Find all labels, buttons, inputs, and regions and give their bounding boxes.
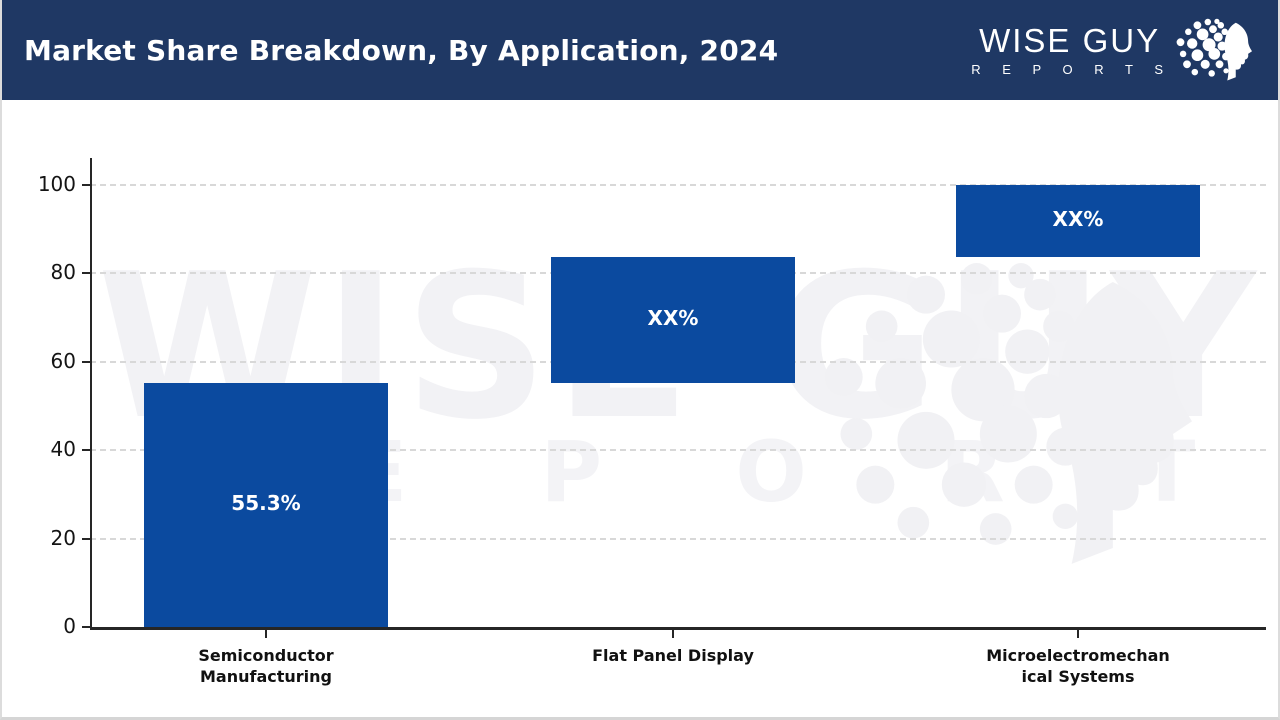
y-tick-label: 20 (50, 525, 76, 550)
y-tick-label: 80 (50, 260, 76, 285)
x-axis-line (90, 627, 1266, 630)
y-tick-mark (82, 449, 90, 452)
x-tick-label: Semiconductor Manufacturing (198, 646, 334, 686)
x-tick-mark (265, 630, 267, 638)
bar-segment (144, 382, 388, 627)
y-axis-line (90, 158, 92, 629)
header-bar: Market Share Breakdown, By Application, … (2, 0, 1278, 100)
x-tick-mark (672, 630, 674, 638)
y-tick-mark (82, 537, 90, 540)
y-tick-mark (82, 272, 90, 275)
logo-head-icon (1176, 18, 1252, 81)
plot-area: WISE GUY R E P O R T S 02040608010055.3%… (2, 100, 1278, 717)
gridline-y-40 (90, 449, 1266, 452)
wiseguy-logo-text: WISE GUY R E P O R T S (967, 24, 1172, 77)
bar-value-label: XX% (647, 306, 699, 331)
gridline-y-20 (90, 537, 1266, 540)
watermark-head-icon (824, 263, 1192, 564)
y-tick-mark (82, 626, 90, 628)
y-tick-label: 40 (50, 437, 76, 462)
logo-reports-label: R E P O R T S (971, 61, 1172, 77)
y-tick-mark (82, 360, 90, 363)
logo-wise-guy-label: WISE GUY (979, 21, 1161, 59)
x-tick-mark (1077, 630, 1079, 638)
bar-value-label: XX% (1052, 207, 1104, 232)
bar-segment (551, 257, 795, 383)
y-tick-label: 100 (37, 172, 76, 196)
y-tick-label: 60 (50, 348, 76, 373)
wiseguy-logo: WISE GUY R E P O R T S (967, 8, 1252, 92)
bar-segment (956, 185, 1200, 258)
bar-value-label: 55.3% (231, 490, 301, 515)
gridline-y-100 (90, 184, 1266, 186)
chart-title: Market Share Breakdown, By Application, … (24, 33, 779, 67)
x-tick-label: Flat Panel Display (592, 646, 754, 665)
x-tick-label: Microelectromechan ical Systems (986, 646, 1170, 686)
y-tick-mark (82, 184, 90, 186)
y-tick-label: 0 (63, 614, 76, 638)
